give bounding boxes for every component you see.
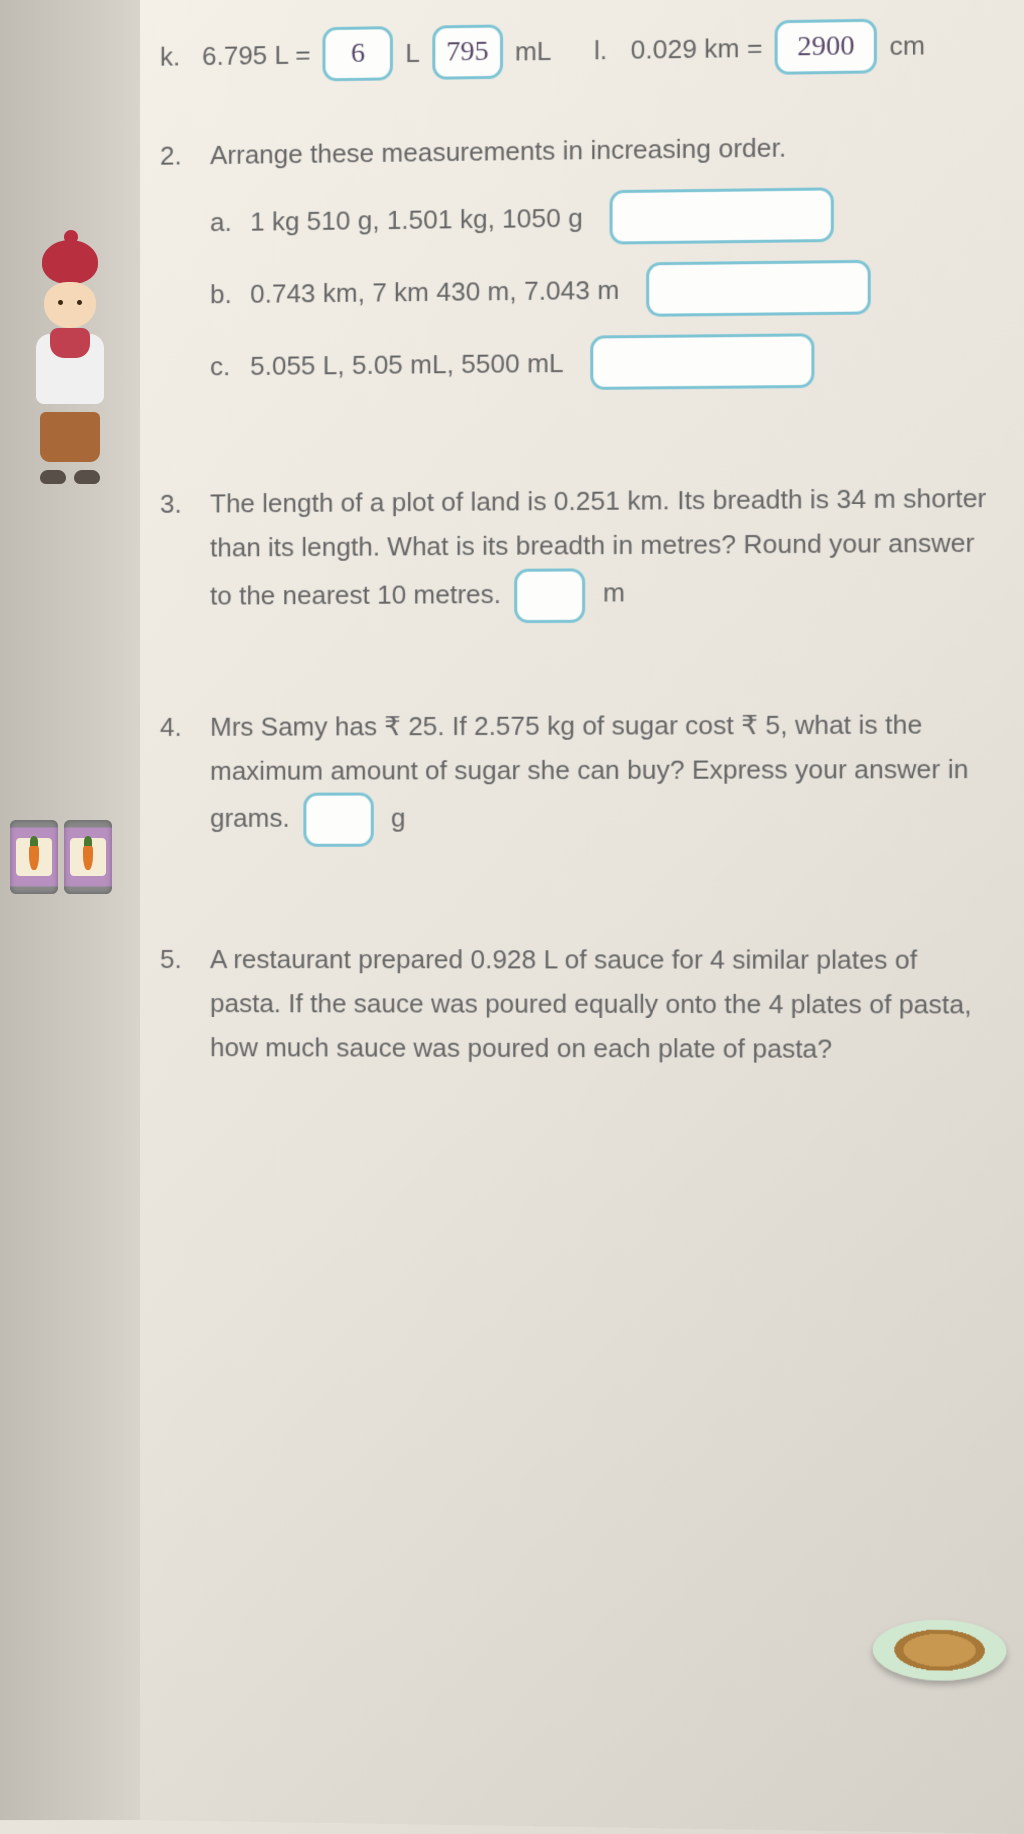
question-2c-row: c. 5.055 L, 5.05 mL, 5500 mL: [210, 332, 996, 394]
question-2a-text: 1 kg 510 g, 1.501 kg, 1050 g: [250, 196, 583, 244]
question-3: 3. The length of a plot of land is 0.251…: [160, 476, 996, 625]
question-5-text: A restaurant prepared 0.928 L of sauce f…: [210, 944, 972, 1064]
sub-label-c: c.: [210, 344, 250, 389]
question-number: 3.: [160, 482, 210, 527]
cans-illustration: [10, 820, 130, 894]
question-2-prompt: Arrange these measurements in increasing…: [210, 122, 996, 177]
unit-m: m: [603, 578, 625, 608]
question-2a-row: a. 1 kg 510 g, 1.501 kg, 1050 g: [210, 186, 996, 250]
question-number: 5.: [160, 937, 210, 981]
unit-g: g: [391, 802, 406, 832]
question-2b-text: 0.743 km, 7 km 430 m, 7.043 m: [250, 268, 619, 316]
item-label-k: k.: [160, 41, 196, 73]
item-label-l: l.: [594, 34, 624, 66]
unit-ml: mL: [515, 35, 552, 67]
sub-label-b: b.: [210, 272, 250, 317]
question-4: 4. Mrs Samy has ₹ 25. If 2.575 kg of sug…: [160, 701, 996, 846]
answer-box-3[interactable]: [514, 568, 585, 623]
worksheet-page: k. 6.795 L = 6 L 795 mL l. 0.029 km = 29…: [140, 0, 1024, 1834]
answer-box-k-ml[interactable]: 795: [432, 24, 503, 79]
can-icon: [10, 820, 58, 894]
can-icon: [64, 820, 112, 894]
unit-l: L: [405, 37, 420, 68]
question-2c-text: 5.055 L, 5.05 mL, 5500 mL: [250, 341, 563, 388]
answer-box-4[interactable]: [303, 792, 373, 846]
question-3-text: The length of a plot of land is 0.251 km…: [210, 483, 986, 610]
item-l-lhs: 0.029 km =: [631, 32, 763, 65]
question-5: 5. A restaurant prepared 0.928 L of sauc…: [160, 937, 996, 1072]
answer-box-2b[interactable]: [646, 260, 871, 317]
unit-cm: cm: [889, 30, 925, 62]
question-number: 2.: [160, 133, 210, 178]
plate-icon: [873, 1619, 1007, 1682]
question-2: 2. Arrange these measurements in increas…: [160, 122, 996, 412]
item-k-lhs: 6.795 L =: [202, 39, 311, 72]
question-number: 4.: [160, 704, 210, 748]
answer-box-2a[interactable]: [609, 188, 833, 245]
answer-box-l-cm[interactable]: 2900: [775, 19, 877, 75]
question-2b-row: b. 0.743 km, 7 km 430 m, 7.043 m: [210, 259, 996, 322]
question-1k-1l-row: k. 6.795 L = 6 L 795 mL l. 0.029 km = 29…: [160, 17, 996, 84]
sub-label-a: a.: [210, 200, 250, 245]
answer-box-2c[interactable]: [590, 333, 814, 390]
pasta-plate-illustration: [873, 1619, 1007, 1682]
girl-illustration: [10, 240, 130, 484]
answer-box-k-litres[interactable]: 6: [323, 26, 393, 81]
